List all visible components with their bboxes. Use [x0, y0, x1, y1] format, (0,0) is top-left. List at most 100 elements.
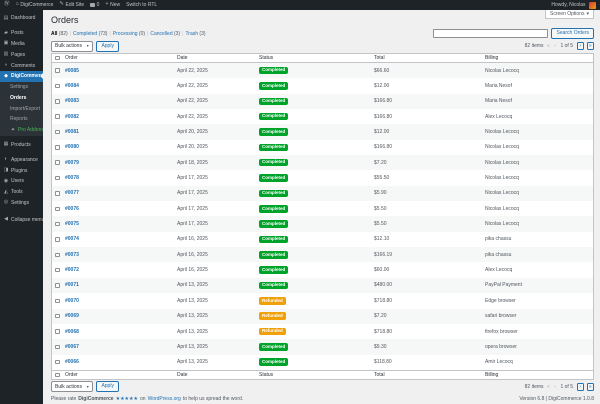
bulk-actions-select[interactable]: Bulk actions ▼: [51, 40, 94, 52]
order-link[interactable]: #0073: [65, 251, 79, 258]
sidebar-item-reports[interactable]: Reports: [0, 114, 43, 125]
order-row: #0080 April 20, 2025 Completed $166.80 N…: [52, 139, 593, 156]
sidebar-item-comments[interactable]: ◗ Comments: [0, 60, 43, 71]
column-header-order[interactable]: Order: [65, 55, 78, 61]
status-badge: Completed: [259, 66, 289, 75]
select-all-checkbox-bottom[interactable]: [55, 372, 60, 378]
select-all-checkbox[interactable]: [55, 55, 60, 61]
row-checkbox[interactable]: [55, 252, 60, 258]
row-checkbox[interactable]: [55, 191, 60, 196]
last-page-button[interactable]: »: [586, 383, 594, 391]
order-billing: Nicolas Lecocq: [485, 129, 519, 136]
order-link[interactable]: #0068: [65, 328, 79, 335]
row-checkbox[interactable]: [55, 175, 60, 181]
sidebar-item-orders[interactable]: Orders: [0, 92, 43, 104]
filter-cancelled[interactable]: Cancelled (3): [150, 30, 181, 37]
row-checkbox[interactable]: [55, 160, 60, 165]
order-link[interactable]: #0077: [65, 190, 79, 197]
row-checkbox[interactable]: [55, 329, 60, 334]
search-orders-button[interactable]: Search Orders: [551, 28, 594, 39]
row-checkbox[interactable]: [55, 283, 60, 288]
order-link[interactable]: #0081: [65, 129, 79, 136]
first-page-button: «: [547, 43, 550, 49]
filter-processing[interactable]: Processing (0): [112, 30, 146, 37]
order-link[interactable]: #0082: [65, 113, 79, 120]
order-link[interactable]: #0072: [65, 267, 79, 274]
order-link[interactable]: #0075: [65, 221, 79, 228]
sidebar-item-media[interactable]: ▣ Media: [0, 39, 43, 50]
sidebar-item-products[interactable]: ▦ Products: [0, 140, 43, 151]
order-link[interactable]: #0076: [65, 205, 79, 212]
order-link[interactable]: #0079: [65, 159, 79, 166]
row-checkbox[interactable]: [55, 145, 60, 150]
sidebar-item-tools[interactable]: ◭ Tools: [0, 187, 43, 198]
new-content-menu[interactable]: + New: [105, 2, 120, 8]
comments-shortcut[interactable]: 0: [90, 2, 99, 8]
row-checkbox[interactable]: [55, 298, 60, 304]
screen-options-button[interactable]: Screen Options ▾: [545, 10, 594, 19]
sidebar-item-label: Media: [11, 40, 25, 47]
site-name-menu[interactable]: ⌂ DigiCommerce: [16, 2, 54, 8]
row-checkbox[interactable]: [55, 237, 60, 242]
apply-button[interactable]: Apply: [96, 40, 119, 52]
row-checkbox[interactable]: [55, 129, 60, 135]
next-page-button[interactable]: ›: [576, 42, 584, 50]
filter-all[interactable]: All (82): [51, 30, 68, 37]
row-checkbox[interactable]: [55, 206, 60, 212]
order-date: April 17, 2025: [177, 175, 208, 182]
order-link[interactable]: #0071: [65, 282, 79, 289]
order-link[interactable]: #0066: [65, 359, 79, 366]
row-checkbox[interactable]: [55, 114, 60, 119]
sidebar-item-users[interactable]: ◉ Users: [0, 176, 43, 187]
order-link[interactable]: #0080: [65, 144, 79, 151]
search-input[interactable]: [433, 29, 549, 38]
sidebar-item-appearance[interactable]: ◐ Appearance: [0, 154, 43, 165]
items-count: 82 items: [524, 43, 544, 49]
sidebar-item-settings[interactable]: ◎ Settings: [0, 198, 43, 209]
column-footer-order[interactable]: Order: [65, 371, 78, 378]
sidebar-item-dashboard[interactable]: ▤ Dashboard: [0, 13, 43, 24]
order-link[interactable]: #0083: [65, 98, 79, 105]
sidebar-item-pages[interactable]: ▥ Pages: [0, 49, 43, 60]
order-total: $5.90: [374, 190, 387, 197]
row-checkbox[interactable]: [55, 344, 60, 350]
edit-site-link[interactable]: ✎ Edit Site: [59, 2, 84, 8]
row-checkbox[interactable]: [55, 99, 60, 104]
order-link[interactable]: #0078: [65, 175, 79, 182]
order-row: #0070 April 13, 2025 Refunded $718.80 Ed…: [52, 293, 593, 309]
order-link[interactable]: #0067: [65, 343, 79, 350]
sidebar-item-pro-addons[interactable]: ✦ Pro Addons: [0, 124, 43, 136]
order-link[interactable]: #0084: [65, 83, 79, 90]
order-link[interactable]: #0085: [65, 67, 79, 74]
order-link[interactable]: #0070: [65, 297, 79, 304]
order-link[interactable]: #0074: [65, 236, 79, 243]
wordpress-org-link[interactable]: WordPress.org: [147, 395, 181, 402]
order-billing: Nicolas Lecocq: [485, 205, 519, 212]
account-menu[interactable]: Howdy, Nicolas: [551, 1, 596, 9]
sidebar-item-import-export[interactable]: Import/Export: [0, 103, 43, 115]
sidebar-item-plugins[interactable]: ◨ Plugins: [0, 165, 43, 176]
row-checkbox[interactable]: [55, 267, 60, 273]
order-total: $66.60: [374, 67, 390, 74]
bulk-actions-select-bottom[interactable]: Bulk actions ▼: [51, 381, 94, 393]
order-row: #0067 April 13, 2025 Completed $9.30 ope…: [52, 339, 593, 355]
column-header-total: Total: [374, 55, 385, 61]
star-rating-link[interactable]: ★★★★★: [115, 395, 139, 402]
row-checkbox[interactable]: [55, 221, 60, 227]
row-checkbox[interactable]: [55, 359, 60, 365]
order-link[interactable]: #0069: [65, 313, 79, 320]
row-checkbox[interactable]: [55, 83, 60, 89]
sidebar-item-collapse-menu[interactable]: ◀ Collapse menu: [0, 214, 43, 225]
sidebar-item-posts[interactable]: ▰ Posts: [0, 28, 43, 39]
row-checkbox[interactable]: [55, 68, 60, 73]
switch-rtl-link[interactable]: Switch to RTL: [126, 2, 157, 8]
filter-completed[interactable]: Completed (73): [73, 30, 108, 37]
last-page-button[interactable]: »: [586, 42, 594, 50]
apply-button-bottom[interactable]: Apply: [96, 381, 119, 393]
filter-trash[interactable]: Trash (3): [185, 30, 206, 37]
row-checkbox[interactable]: [55, 313, 60, 319]
sidebar-item-settings[interactable]: Settings: [0, 81, 43, 93]
wordpress-logo-menu[interactable]: Ⓦ: [4, 2, 10, 8]
sidebar-item-digicommerce[interactable]: ◆ DigiCommerce: [0, 70, 43, 82]
next-page-button[interactable]: ›: [576, 383, 584, 391]
